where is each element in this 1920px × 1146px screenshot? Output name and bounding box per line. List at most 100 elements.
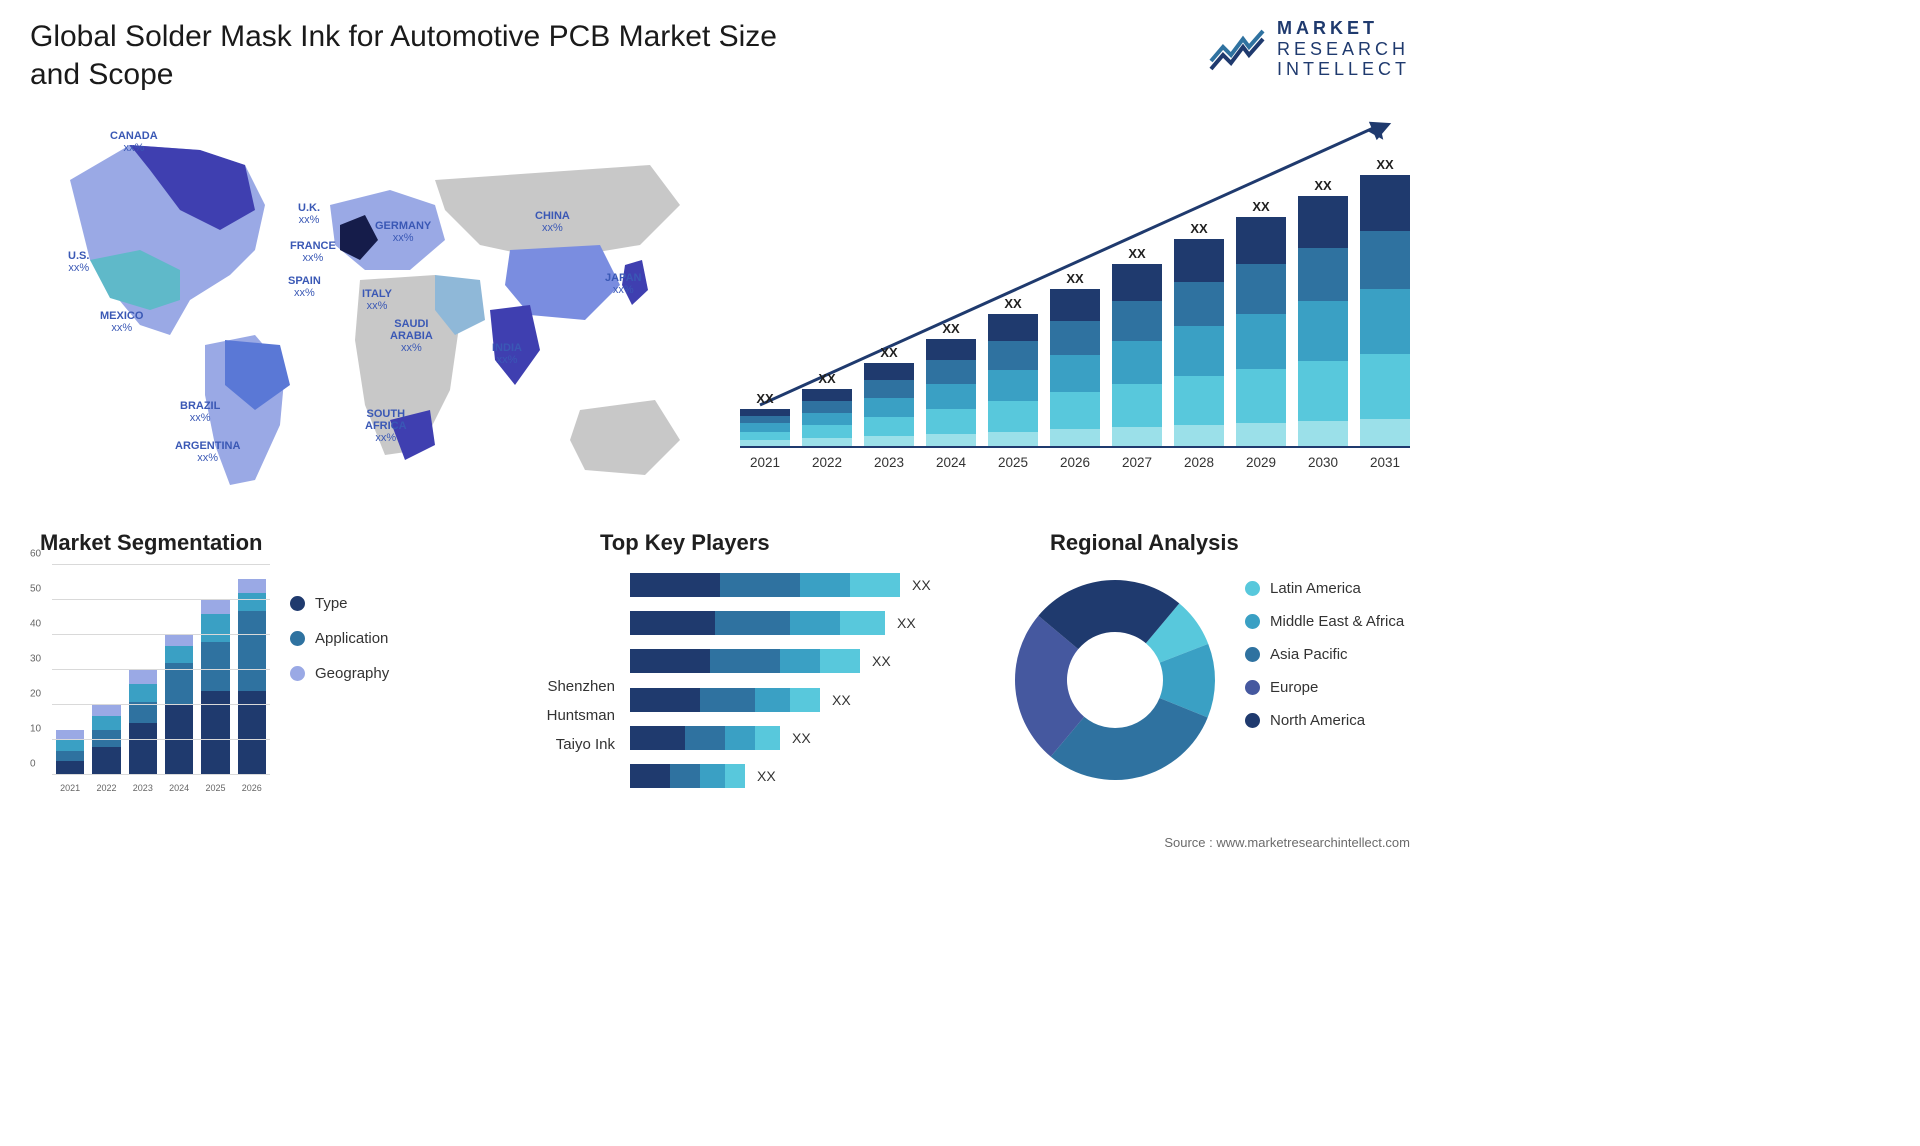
x-axis-label: 2026 <box>238 783 266 793</box>
bar-value-label: XX <box>1004 296 1021 311</box>
bar-column: XX <box>1360 157 1410 446</box>
bar-column: XX <box>988 296 1038 446</box>
key-player-name: Shenzhen <box>475 678 615 695</box>
regional-legend: Latin America Middle East & Africa Asia Pa… <box>1245 580 1404 729</box>
map-label: ARGENTINAxx% <box>175 440 240 464</box>
legend-item: Asia Pacific <box>1245 646 1404 663</box>
y-axis-tick: 50 <box>30 584 41 595</box>
map-label: SOUTHAFRICAxx% <box>365 408 407 444</box>
key-player-row: XX <box>630 726 950 750</box>
key-player-name: Taiyo Ink <box>475 736 615 753</box>
map-label: GERMANYxx% <box>375 220 431 244</box>
legend-item: Type <box>290 595 389 612</box>
bar-value-label: XX <box>1376 157 1393 172</box>
x-axis-label: 2028 <box>1174 455 1224 470</box>
bar-column: XX <box>740 391 790 446</box>
map-label: CHINAxx% <box>535 210 570 234</box>
segmentation-legend: Type Application Geography <box>290 595 389 682</box>
key-player-value: XX <box>757 768 776 784</box>
map-label: U.K.xx% <box>298 202 320 226</box>
legend-label: Geography <box>315 665 389 682</box>
x-axis-label: 2021 <box>740 455 790 470</box>
x-axis-label: 2030 <box>1298 455 1348 470</box>
key-players-labels: Shenzhen Huntsman Taiyo Ink <box>475 678 615 753</box>
map-label: ITALYxx% <box>362 288 392 312</box>
key-player-row: XX <box>630 611 950 635</box>
x-axis-label: 2023 <box>864 455 914 470</box>
x-axis-label: 2031 <box>1360 455 1410 470</box>
legend-label: Type <box>315 595 348 612</box>
legend-label: Latin America <box>1270 580 1361 597</box>
key-player-row: XX <box>630 688 950 712</box>
logo-icon <box>1209 27 1265 71</box>
map-label: BRAZILxx% <box>180 400 220 424</box>
seg-bar <box>129 670 157 775</box>
x-axis-label: 2024 <box>926 455 976 470</box>
bar-column: XX <box>864 345 914 446</box>
bar-column: XX <box>802 371 852 446</box>
bar-value-label: XX <box>1128 246 1145 261</box>
bar-column: XX <box>1236 199 1286 446</box>
x-axis-label: 2025 <box>988 455 1038 470</box>
map-label: CANADAxx% <box>110 130 158 154</box>
key-players-chart: XX XX XX XX XX XX <box>630 573 950 788</box>
legend-item: Latin America <box>1245 580 1404 597</box>
bar-value-label: XX <box>818 371 835 386</box>
y-axis-tick: 30 <box>30 654 41 665</box>
legend-item: Middle East & Africa <box>1245 613 1404 630</box>
regional-donut-chart <box>1005 570 1225 790</box>
legend-item: Application <box>290 630 389 647</box>
bar-column: XX <box>1050 271 1100 446</box>
bar-column: XX <box>1174 221 1224 446</box>
x-axis-label: 2023 <box>129 783 157 793</box>
bar-value-label: XX <box>756 391 773 406</box>
legend-label: Middle East & Africa <box>1270 613 1404 630</box>
key-player-row: XX <box>630 573 950 597</box>
key-players-title: Top Key Players <box>600 530 770 556</box>
map-label: U.S.xx% <box>68 250 89 274</box>
key-player-value: XX <box>832 692 851 708</box>
x-axis-label: 2026 <box>1050 455 1100 470</box>
map-label: JAPANxx% <box>605 272 641 296</box>
bar-value-label: XX <box>880 345 897 360</box>
x-axis-label: 2021 <box>56 783 84 793</box>
y-axis-tick: 20 <box>30 689 41 700</box>
legend-label: Asia Pacific <box>1270 646 1348 663</box>
seg-bar <box>56 730 84 776</box>
logo-line3: INTELLECT <box>1277 59 1410 80</box>
bar-value-label: XX <box>942 321 959 336</box>
logo-line1: MARKET <box>1277 18 1410 39</box>
y-axis-tick: 40 <box>30 619 41 630</box>
map-label: MEXICOxx% <box>100 310 143 334</box>
brand-logo: MARKET RESEARCH INTELLECT <box>1209 18 1410 80</box>
y-axis-tick: 10 <box>30 724 41 735</box>
bar-column: XX <box>926 321 976 446</box>
world-map: CANADAxx% U.S.xx% MEXICOxx% BRAZILxx% ARGENT… <box>30 110 710 510</box>
bar-column: XX <box>1298 178 1348 446</box>
key-player-value: XX <box>897 615 916 631</box>
x-axis-label: 2029 <box>1236 455 1286 470</box>
bar-column: XX <box>1112 246 1162 446</box>
bar-value-label: XX <box>1190 221 1207 236</box>
page-title: Global Solder Mask Ink for Automotive PC… <box>30 18 810 93</box>
segmentation-title: Market Segmentation <box>40 530 263 556</box>
y-axis-tick: 0 <box>30 759 36 770</box>
regional-title: Regional Analysis <box>1050 530 1239 556</box>
x-axis-label: 2024 <box>165 783 193 793</box>
bar-value-label: XX <box>1252 199 1269 214</box>
legend-label: North America <box>1270 712 1365 729</box>
segmentation-chart: 0102030405060 202120222023202420252026 <box>30 565 270 795</box>
seg-bar <box>238 579 266 775</box>
map-label: SPAINxx% <box>288 275 321 299</box>
x-axis-label: 2022 <box>802 455 852 470</box>
legend-label: Europe <box>1270 679 1318 696</box>
legend-label: Application <box>315 630 388 647</box>
bar-value-label: XX <box>1066 271 1083 286</box>
x-axis-label: 2025 <box>201 783 229 793</box>
key-player-name: Huntsman <box>475 707 615 724</box>
logo-line2: RESEARCH <box>1277 39 1410 60</box>
source-attribution: Source : www.marketresearchintellect.com <box>1164 835 1410 850</box>
legend-item: Europe <box>1245 679 1404 696</box>
map-label: SAUDIARABIAxx% <box>390 318 433 354</box>
key-player-row: XX <box>630 649 950 673</box>
